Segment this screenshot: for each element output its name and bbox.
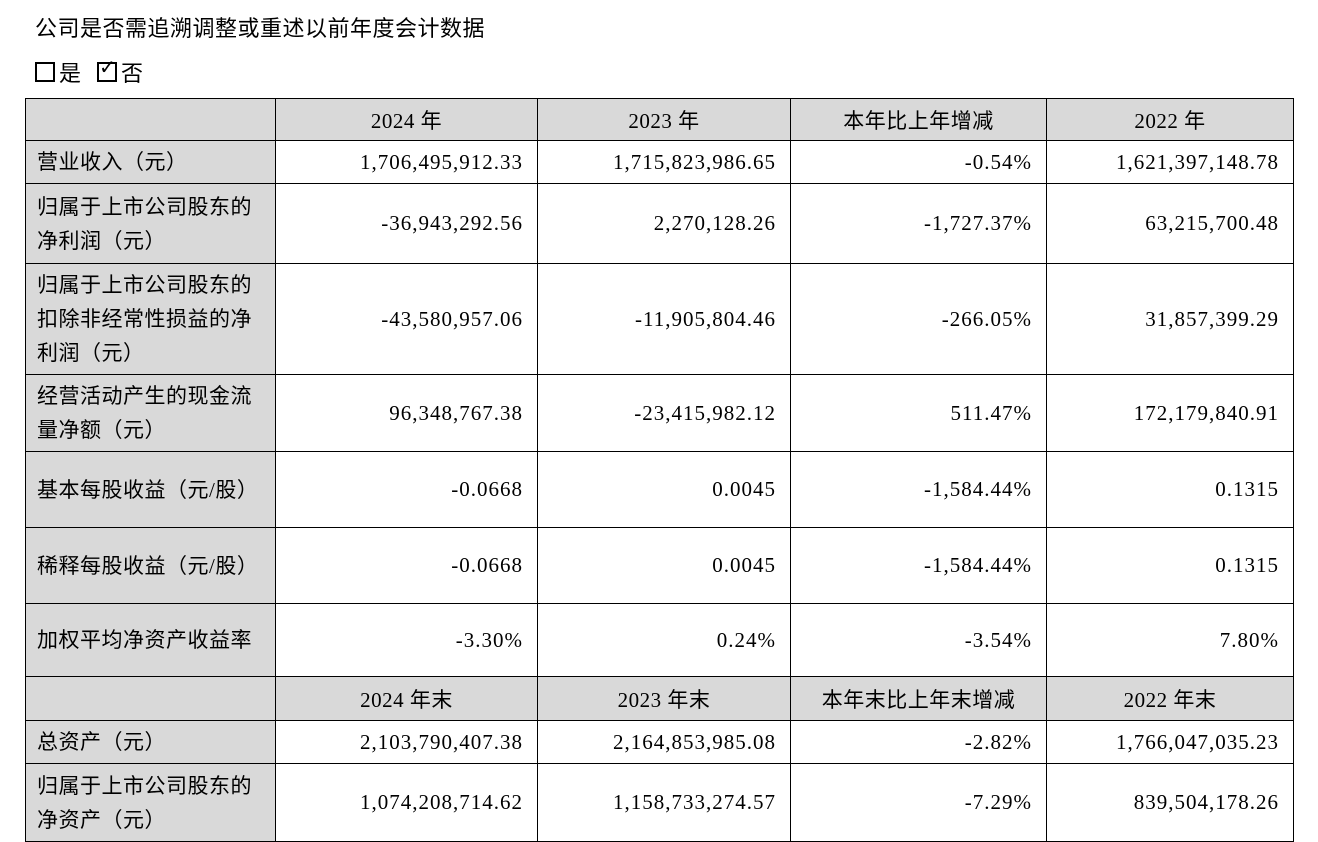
cell-value: -43,580,957.06 — [275, 263, 538, 375]
row-label: 加权平均净资产收益率 — [25, 603, 276, 677]
row-label: 营业收入（元） — [25, 140, 276, 184]
cell-value: 1,715,823,986.65 — [537, 140, 791, 184]
cell-value: 839,504,178.26 — [1046, 763, 1294, 842]
col-header-2023: 2023 年 — [537, 98, 791, 141]
table-row-total-assets: 总资产（元） 2,103,790,407.38 2,164,853,985.08… — [25, 720, 1294, 764]
table-row-net-assets: 归属于上市公司股东的净资产（元） 1,074,208,714.62 1,158,… — [25, 763, 1294, 842]
cell-value: -36,943,292.56 — [275, 183, 538, 264]
checkbox-checked-icon — [97, 57, 118, 82]
cell-value: -11,905,804.46 — [537, 263, 791, 375]
cell-value: -3.30% — [275, 603, 538, 677]
table-row-basic-eps: 基本每股收益（元/股） -0.0668 0.0045 -1,584.44% 0.… — [25, 451, 1294, 528]
cell-value: -3.54% — [790, 603, 1047, 677]
cell-value: -1,584.44% — [790, 451, 1047, 528]
cell-value: -23,415,982.12 — [537, 374, 791, 452]
cell-value: 63,215,700.48 — [1046, 183, 1294, 264]
corner-cell — [25, 676, 276, 721]
col-header-2022: 2022 年 — [1046, 98, 1294, 141]
cell-value: 2,103,790,407.38 — [275, 720, 538, 764]
cell-value: 0.1315 — [1046, 527, 1294, 604]
cell-value: -2.82% — [790, 720, 1047, 764]
table-row-diluted-eps: 稀释每股收益（元/股） -0.0668 0.0045 -1,584.44% 0.… — [25, 527, 1294, 604]
row-label: 归属于上市公司股东的净资产（元） — [25, 763, 276, 842]
table-row-operating-cash-flow: 经营活动产生的现金流量净额（元） 96,348,767.38 -23,415,9… — [25, 374, 1294, 452]
option-no-label: 否 — [121, 61, 144, 86]
cell-value: -1,584.44% — [790, 527, 1047, 604]
cell-value: 1,158,733,274.57 — [537, 763, 791, 842]
cell-value: 0.0045 — [537, 451, 791, 528]
financial-summary-table: 2024 年 2023 年 本年比上年增减 2022 年 营业收入（元） 1,7… — [25, 98, 1294, 842]
table-row-net-profit-excl-nonrecurring: 归属于上市公司股东的扣除非经常性损益的净利润（元） -43,580,957.06… — [25, 263, 1294, 375]
option-yes-label: 是 — [59, 61, 82, 86]
corner-cell — [25, 98, 276, 141]
col-header-2023-eoy: 2023 年末 — [537, 676, 791, 721]
cell-value: 2,270,128.26 — [537, 183, 791, 264]
cell-value: 96,348,767.38 — [275, 374, 538, 452]
cell-value: 511.47% — [790, 374, 1047, 452]
table-row-weighted-avg-roe: 加权平均净资产收益率 -3.30% 0.24% -3.54% 7.80% — [25, 603, 1294, 677]
cell-value: 1,074,208,714.62 — [275, 763, 538, 842]
cell-value: -7.29% — [790, 763, 1047, 842]
row-label: 归属于上市公司股东的扣除非经常性损益的净利润（元） — [25, 263, 276, 375]
cell-value: 0.0045 — [537, 527, 791, 604]
cell-value: 1,621,397,148.78 — [1046, 140, 1294, 184]
cell-value: 172,179,840.91 — [1046, 374, 1294, 452]
col-header-2024-eoy: 2024 年末 — [275, 676, 538, 721]
annual-header-row: 2024 年 2023 年 本年比上年增减 2022 年 — [25, 98, 1294, 141]
col-header-eoy-change: 本年末比上年末增减 — [790, 676, 1047, 721]
row-label: 经营活动产生的现金流量净额（元） — [25, 374, 276, 452]
row-label: 总资产（元） — [25, 720, 276, 764]
checkbox-unchecked-icon — [35, 62, 55, 82]
cell-value: 0.24% — [537, 603, 791, 677]
col-header-2024: 2024 年 — [275, 98, 538, 141]
cell-value: -266.05% — [790, 263, 1047, 375]
restate-options-row: 是 否 — [35, 56, 143, 88]
row-label: 归属于上市公司股东的净利润（元） — [25, 183, 276, 264]
cell-value: 7.80% — [1046, 603, 1294, 677]
cell-value: 31,857,399.29 — [1046, 263, 1294, 375]
option-yes: 是 — [35, 56, 81, 88]
cell-value: -0.0668 — [275, 527, 538, 604]
row-label: 基本每股收益（元/股） — [25, 451, 276, 528]
cell-value: -0.0668 — [275, 451, 538, 528]
col-header-yoy-change: 本年比上年增减 — [790, 98, 1047, 141]
option-no: 否 — [97, 56, 143, 88]
cell-value: 1,766,047,035.23 — [1046, 720, 1294, 764]
col-header-2022-eoy: 2022 年末 — [1046, 676, 1294, 721]
row-label: 稀释每股收益（元/股） — [25, 527, 276, 604]
table-row-revenue: 营业收入（元） 1,706,495,912.33 1,715,823,986.6… — [25, 140, 1294, 184]
cell-value: -0.54% — [790, 140, 1047, 184]
cell-value: 1,706,495,912.33 — [275, 140, 538, 184]
question-text: 公司是否需追溯调整或重述以前年度会计数据 — [35, 16, 486, 41]
table-row-net-profit: 归属于上市公司股东的净利润（元） -36,943,292.56 2,270,12… — [25, 183, 1294, 264]
cell-value: 0.1315 — [1046, 451, 1294, 528]
eoy-header-row: 2024 年末 2023 年末 本年末比上年末增减 2022 年末 — [25, 676, 1294, 721]
cell-value: -1,727.37% — [790, 183, 1047, 264]
cell-value: 2,164,853,985.08 — [537, 720, 791, 764]
